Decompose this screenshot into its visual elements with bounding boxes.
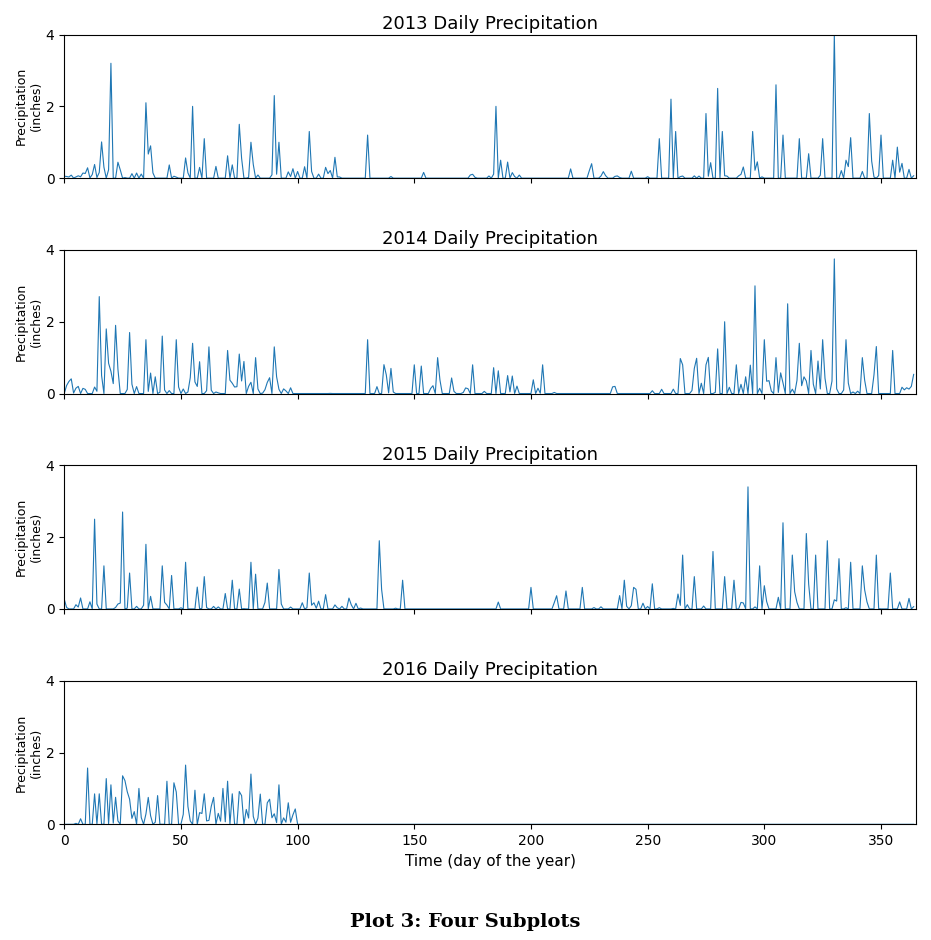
Title: 2016 Daily Precipitation: 2016 Daily Precipitation — [383, 661, 598, 680]
Y-axis label: Precipitation
(inches): Precipitation (inches) — [15, 498, 43, 576]
Title: 2013 Daily Precipitation: 2013 Daily Precipitation — [382, 15, 598, 33]
Title: 2015 Daily Precipitation: 2015 Daily Precipitation — [382, 446, 598, 463]
Text: Plot 3: Four Subplots: Plot 3: Four Subplots — [350, 913, 581, 931]
Y-axis label: Precipitation
(inches): Precipitation (inches) — [15, 283, 43, 361]
Title: 2014 Daily Precipitation: 2014 Daily Precipitation — [382, 230, 598, 248]
Y-axis label: Precipitation
(inches): Precipitation (inches) — [15, 68, 43, 146]
X-axis label: Time (day of the year): Time (day of the year) — [405, 854, 575, 869]
Y-axis label: Precipitation
(inches): Precipitation (inches) — [15, 713, 43, 791]
